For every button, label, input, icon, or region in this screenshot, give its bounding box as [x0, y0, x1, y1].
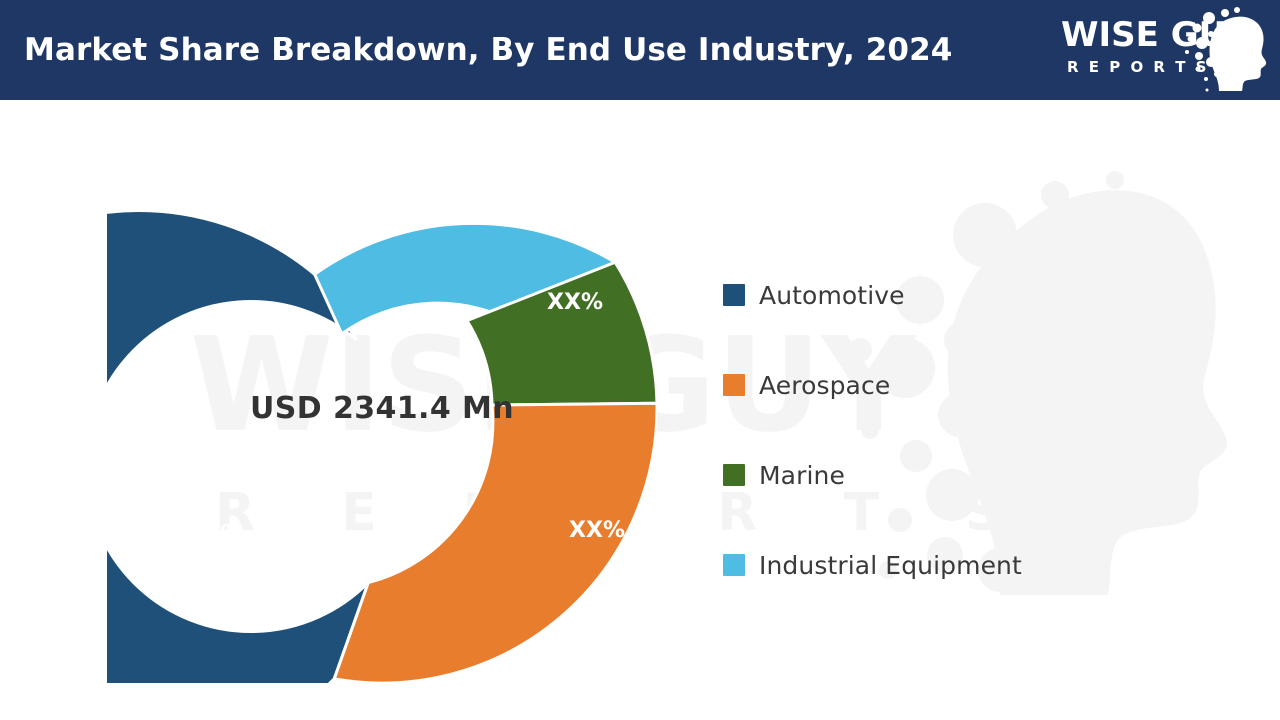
- head-profile-icon: [1209, 16, 1267, 92]
- legend-label-aerospace: Aerospace: [759, 370, 891, 400]
- chart-area: WISE GUY R E P O R T S: [0, 100, 1280, 720]
- page-title: Market Share Breakdown, By End Use Indus…: [24, 32, 953, 68]
- donut-chart: 52.7% XX% XX% XX%: [107, 133, 657, 683]
- legend-label-automotive: Automotive: [759, 280, 905, 310]
- legend-label-marine: Marine: [759, 460, 845, 490]
- legend-label-industrial-equipment: Industrial Equipment: [759, 550, 1022, 580]
- logo-dot-cloud-icon: [1185, 7, 1240, 92]
- wise-guy-reports-logo: WISE GUY R E P O R T S: [1061, 7, 1267, 92]
- chart-legend: Automotive Aerospace Marine Industrial E…: [723, 250, 1143, 610]
- donut-chart-svg: 52.7% XX% XX% XX%: [107, 182, 657, 683]
- slice-aerospace[interactable]: [332, 401, 657, 683]
- legend-swatch-marine: [723, 464, 745, 486]
- legend-swatch-industrial-equipment: [723, 554, 745, 576]
- legend-swatch-automotive: [723, 284, 745, 306]
- slice-label-industrial-equipment: XX%: [381, 182, 437, 207]
- legend-item-aerospace[interactable]: Aerospace: [723, 340, 1143, 430]
- slice-automotive[interactable]: [107, 209, 370, 683]
- legend-item-industrial-equipment[interactable]: Industrial Equipment: [723, 520, 1143, 610]
- legend-item-marine[interactable]: Marine: [723, 430, 1143, 520]
- slice-label-marine: XX%: [547, 290, 603, 315]
- legend-item-automotive[interactable]: Automotive: [723, 250, 1143, 340]
- logo-wordmark-line2: R E P O R T S: [1067, 58, 1209, 76]
- slice-label-automotive: 52.7%: [164, 521, 244, 547]
- header-bar: Market Share Breakdown, By End Use Indus…: [0, 0, 1280, 100]
- slice-label-aerospace: XX%: [569, 518, 625, 543]
- legend-swatch-aerospace: [723, 374, 745, 396]
